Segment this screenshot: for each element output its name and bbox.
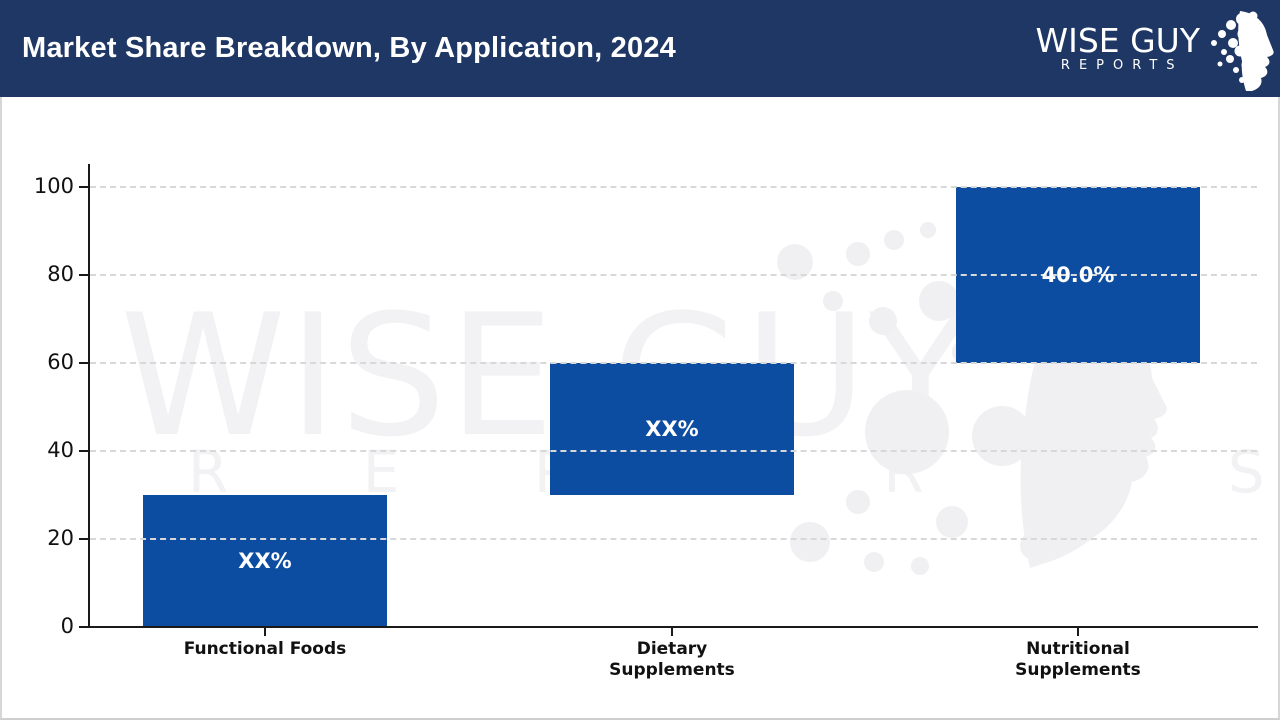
y-tick (79, 450, 89, 452)
wise-guy-logo: WISE GUY REPORTS (1035, 7, 1280, 91)
logo-subtitle: REPORTS (1060, 57, 1184, 73)
bar (143, 495, 387, 627)
y-tick-label: 20 (47, 526, 74, 550)
y-axis (88, 164, 90, 628)
bar (550, 363, 794, 495)
bar-value-label: XX% (645, 417, 699, 441)
x-axis (88, 626, 1258, 628)
y-tick-label: 80 (47, 262, 74, 286)
page-title: Market Share Breakdown, By Application, … (22, 32, 676, 64)
x-tick (1077, 628, 1079, 636)
y-tick (79, 186, 89, 188)
y-tick (79, 626, 89, 628)
gridline (90, 450, 1257, 452)
category-label: Nutritional Supplements (958, 639, 1198, 681)
category-label-line: Nutritional (1026, 639, 1130, 659)
category-label-line: Dietary (636, 639, 708, 659)
category-label-line: Functional Foods (183, 639, 347, 659)
gridline (90, 274, 1257, 276)
category-label-line: Supplements (1015, 660, 1141, 680)
logo-text: WISE GUY REPORTS (1035, 20, 1200, 74)
header-bar: Market Share Breakdown, By Application, … (0, 0, 1280, 97)
logo-wordmark: WISE GUY (1035, 20, 1200, 60)
y-tick-label: 40 (47, 438, 74, 462)
face-profile-icon (1211, 10, 1274, 91)
category-label: Functional Foods (145, 639, 385, 660)
x-tick (671, 628, 673, 636)
gridline (90, 362, 1257, 364)
x-tick (264, 628, 266, 636)
y-tick-label: 100 (33, 174, 74, 198)
category-label-line: Supplements (609, 660, 735, 680)
y-tick (79, 274, 89, 276)
gridline (90, 538, 1257, 540)
bar-value-label: XX% (238, 549, 292, 573)
gridline (90, 186, 1257, 188)
y-tick-label: 60 (47, 350, 74, 374)
category-label: Dietary Supplements (552, 639, 792, 681)
y-tick-label: 0 (60, 614, 74, 638)
bar-value-label: 40.0% (1041, 263, 1115, 287)
y-tick (79, 362, 89, 364)
y-tick (79, 538, 89, 540)
